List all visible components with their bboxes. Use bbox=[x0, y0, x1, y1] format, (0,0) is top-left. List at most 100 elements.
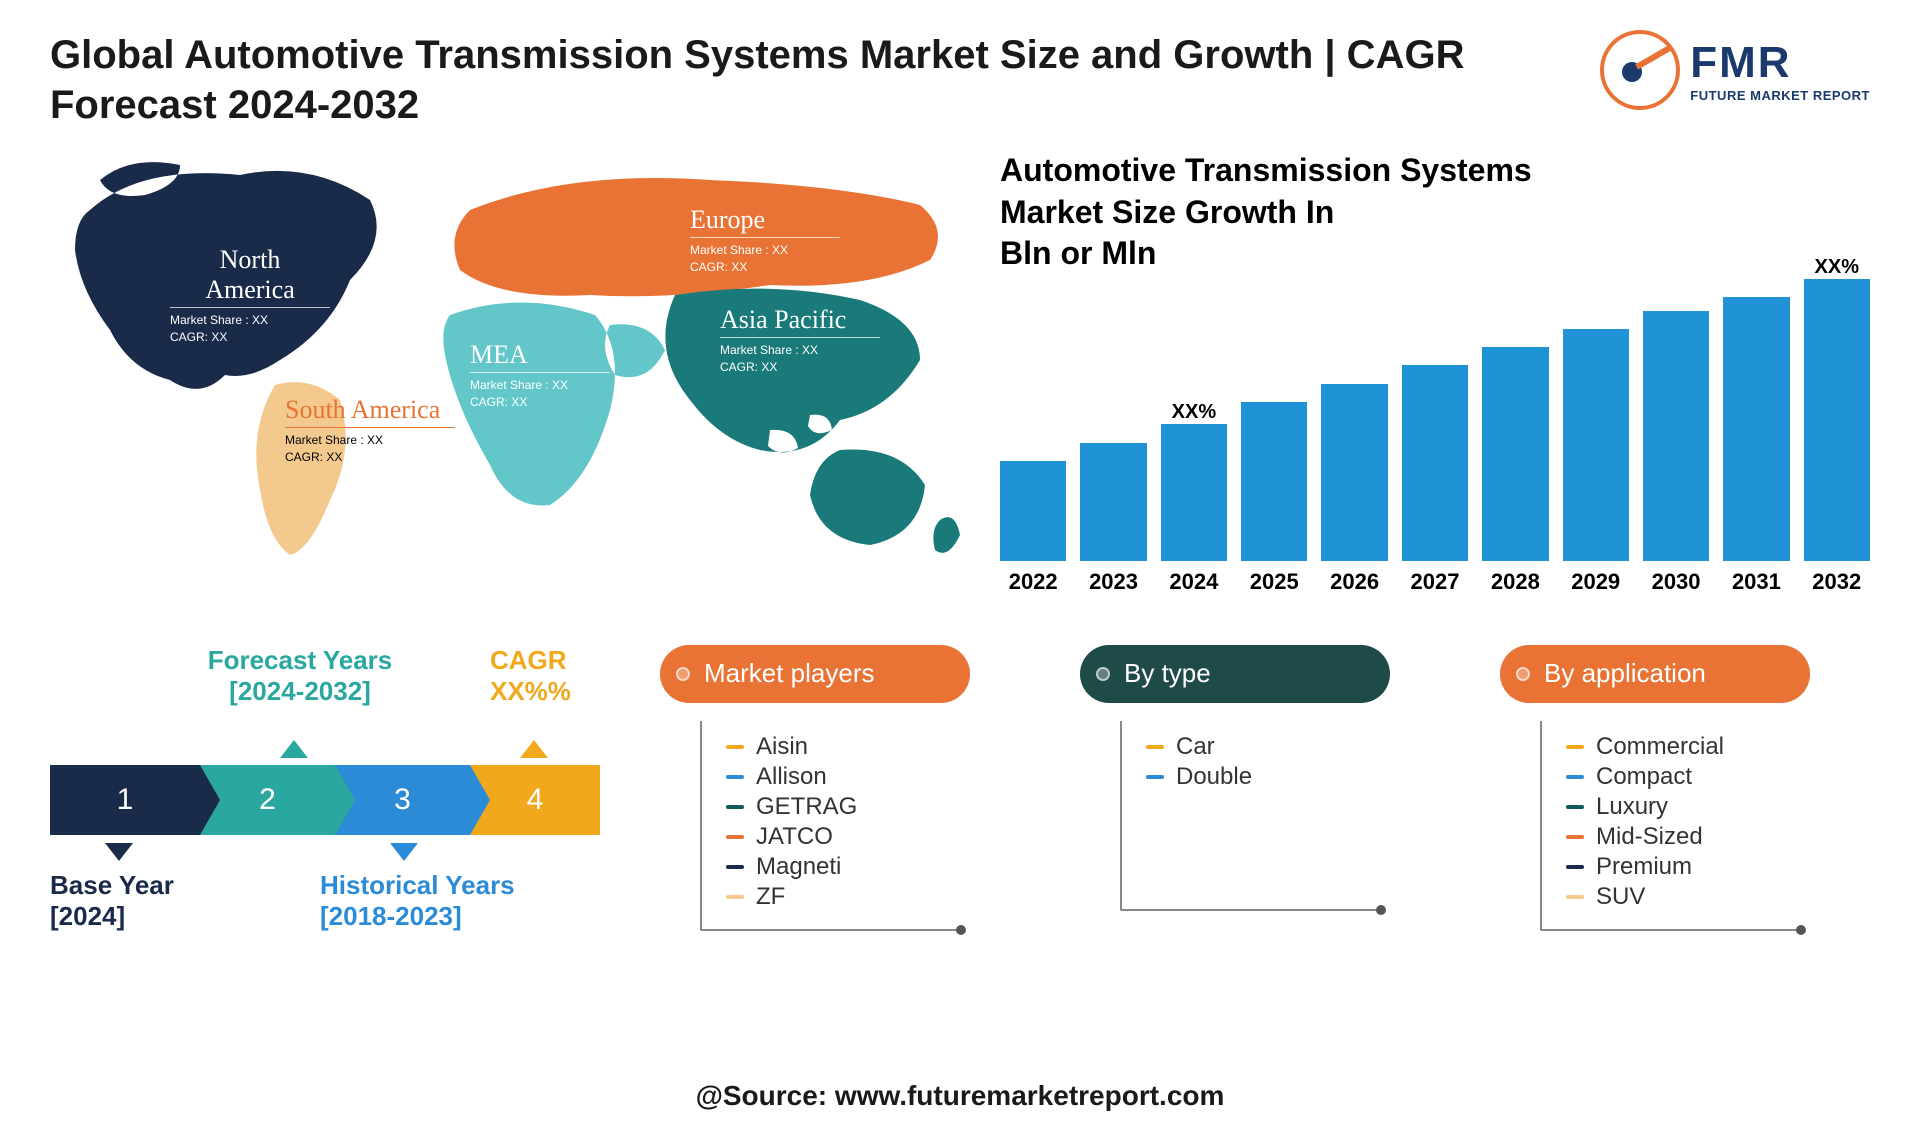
list-item: Premium bbox=[1566, 853, 1800, 881]
bar-year-label: 2032 bbox=[1812, 569, 1861, 595]
list-item-label: Compact bbox=[1596, 763, 1692, 791]
region-cagr: CAGR: XX bbox=[690, 259, 840, 276]
list-dash-icon bbox=[1146, 775, 1164, 779]
timeline-infographic: Forecast Years [2024-2032] CAGR XX%% 123… bbox=[50, 645, 610, 925]
header: Global Automotive Transmission Systems M… bbox=[50, 30, 1870, 130]
list-dash-icon bbox=[726, 835, 744, 839]
bar bbox=[1723, 297, 1789, 561]
bar-year-label: 2029 bbox=[1571, 569, 1620, 595]
pill-dot-icon bbox=[676, 667, 690, 681]
pill-dot-icon bbox=[1096, 667, 1110, 681]
list-dash-icon bbox=[1566, 775, 1584, 779]
section-by-type: By type CarDouble bbox=[1080, 645, 1450, 911]
chart-title: Automotive Transmission Systems Market S… bbox=[1000, 150, 1870, 275]
bar bbox=[1643, 311, 1709, 561]
list-item: Car bbox=[1146, 733, 1380, 761]
label-base-year: Base Year [2024] bbox=[50, 870, 250, 932]
bar-col: 2027 bbox=[1402, 365, 1468, 594]
list-item-label: Car bbox=[1176, 733, 1215, 761]
bar-col: 2023 bbox=[1080, 443, 1146, 595]
bar-year-label: 2028 bbox=[1491, 569, 1540, 595]
list-by-application: CommercialCompactLuxuryMid-SizedPremiumS… bbox=[1540, 721, 1800, 931]
list-item: Commercial bbox=[1566, 733, 1800, 761]
list-dash-icon bbox=[1566, 805, 1584, 809]
upper-row: NorthAmerica Market Share : XX CAGR: XX … bbox=[50, 150, 1870, 595]
bar-year-label: 2031 bbox=[1732, 569, 1781, 595]
pill-market-players: Market players bbox=[660, 645, 970, 703]
bar-year-label: 2030 bbox=[1652, 569, 1701, 595]
bar-col: 2028 bbox=[1482, 347, 1548, 595]
world-map: NorthAmerica Market Share : XX CAGR: XX … bbox=[50, 150, 970, 570]
list-item: Mid-Sized bbox=[1566, 823, 1800, 851]
timeline-segment: 1 bbox=[50, 765, 200, 835]
label-forecast-years: Forecast Years [2024-2032] bbox=[200, 645, 400, 707]
list-item-label: JATCO bbox=[756, 823, 833, 851]
growth-bar-chart: Automotive Transmission Systems Market S… bbox=[1000, 150, 1870, 595]
arrow-up-icon bbox=[280, 740, 308, 758]
list-item: Allison bbox=[726, 763, 960, 791]
bar bbox=[1321, 384, 1387, 561]
bar bbox=[1000, 461, 1066, 561]
label-l2: [2018-2023] bbox=[320, 901, 462, 931]
label-asia-pacific: Asia Pacific Market Share : XX CAGR: XX bbox=[720, 305, 880, 376]
list-item-label: Commercial bbox=[1596, 733, 1724, 761]
pill-label: By type bbox=[1124, 658, 1211, 689]
fmr-logo-text: FMR FUTURE MARKET REPORT bbox=[1690, 38, 1870, 103]
bar bbox=[1563, 329, 1629, 561]
bar-col: 2031 bbox=[1723, 297, 1789, 595]
bar-col: 2032XX% bbox=[1804, 279, 1870, 595]
bar-year-label: 2026 bbox=[1330, 569, 1379, 595]
lower-row: Forecast Years [2024-2032] CAGR XX%% 123… bbox=[50, 645, 1870, 931]
pill-by-application: By application bbox=[1500, 645, 1810, 703]
bar bbox=[1402, 365, 1468, 560]
list-item: Luxury bbox=[1566, 793, 1800, 821]
bar-col: 2022 bbox=[1000, 461, 1066, 595]
region-name: South America bbox=[285, 395, 455, 425]
label-south-america: South America Market Share : XX CAGR: XX bbox=[285, 395, 455, 466]
list-item-label: Allison bbox=[756, 763, 827, 791]
page-title: Global Automotive Transmission Systems M… bbox=[50, 30, 1600, 130]
label-cagr: CAGR XX%% bbox=[490, 645, 610, 707]
region-cagr: CAGR: XX bbox=[470, 394, 610, 411]
list-dash-icon bbox=[726, 865, 744, 869]
fmr-logo-subtitle: FUTURE MARKET REPORT bbox=[1690, 88, 1870, 103]
bars-container: 202220232024XX%2025202620272028202920302… bbox=[1000, 285, 1870, 595]
bar-year-label: 2025 bbox=[1250, 569, 1299, 595]
list-item: SUV bbox=[1566, 883, 1800, 911]
arrow-down-icon bbox=[390, 843, 418, 861]
label-l1: Forecast Years bbox=[208, 645, 393, 675]
label-l1: Base Year bbox=[50, 870, 174, 900]
bar-year-label: 2024 bbox=[1169, 569, 1218, 595]
pill-label: Market players bbox=[704, 658, 875, 689]
fmr-logo-acronym: FMR bbox=[1690, 38, 1870, 88]
timeline-chevron-icon bbox=[335, 765, 355, 835]
bar bbox=[1804, 279, 1870, 561]
list-item-label: Magneti bbox=[756, 853, 841, 881]
bar bbox=[1080, 443, 1146, 561]
label-historical-years: Historical Years [2018-2023] bbox=[320, 870, 570, 932]
bar-col: 2030 bbox=[1643, 311, 1709, 595]
list-dash-icon bbox=[726, 805, 744, 809]
label-l2: [2024] bbox=[50, 901, 125, 931]
arrow-up-icon bbox=[520, 740, 548, 758]
label-north-america: NorthAmerica Market Share : XX CAGR: XX bbox=[170, 245, 330, 346]
bar bbox=[1161, 424, 1227, 560]
list-item: ZF bbox=[726, 883, 960, 911]
region-share: Market Share : XX bbox=[285, 432, 455, 449]
bar-col: 2026 bbox=[1321, 384, 1387, 595]
region-name: Europe bbox=[690, 205, 840, 235]
list-by-type: CarDouble bbox=[1120, 721, 1380, 911]
arrow-down-icon bbox=[105, 843, 133, 861]
label-mea: MEA Market Share : XX CAGR: XX bbox=[470, 340, 610, 411]
bar bbox=[1482, 347, 1548, 561]
list-item: GETRAG bbox=[726, 793, 960, 821]
region-share: Market Share : XX bbox=[170, 312, 330, 329]
timeline-bar: 1234 bbox=[50, 765, 600, 835]
list-dash-icon bbox=[1146, 745, 1164, 749]
fmr-logo: FMR FUTURE MARKET REPORT bbox=[1600, 30, 1870, 110]
label-europe: Europe Market Share : XX CAGR: XX bbox=[690, 205, 840, 276]
list-item: Magneti bbox=[726, 853, 960, 881]
list-item: Double bbox=[1146, 763, 1380, 791]
list-dash-icon bbox=[726, 745, 744, 749]
label-l1: Historical Years bbox=[320, 870, 515, 900]
